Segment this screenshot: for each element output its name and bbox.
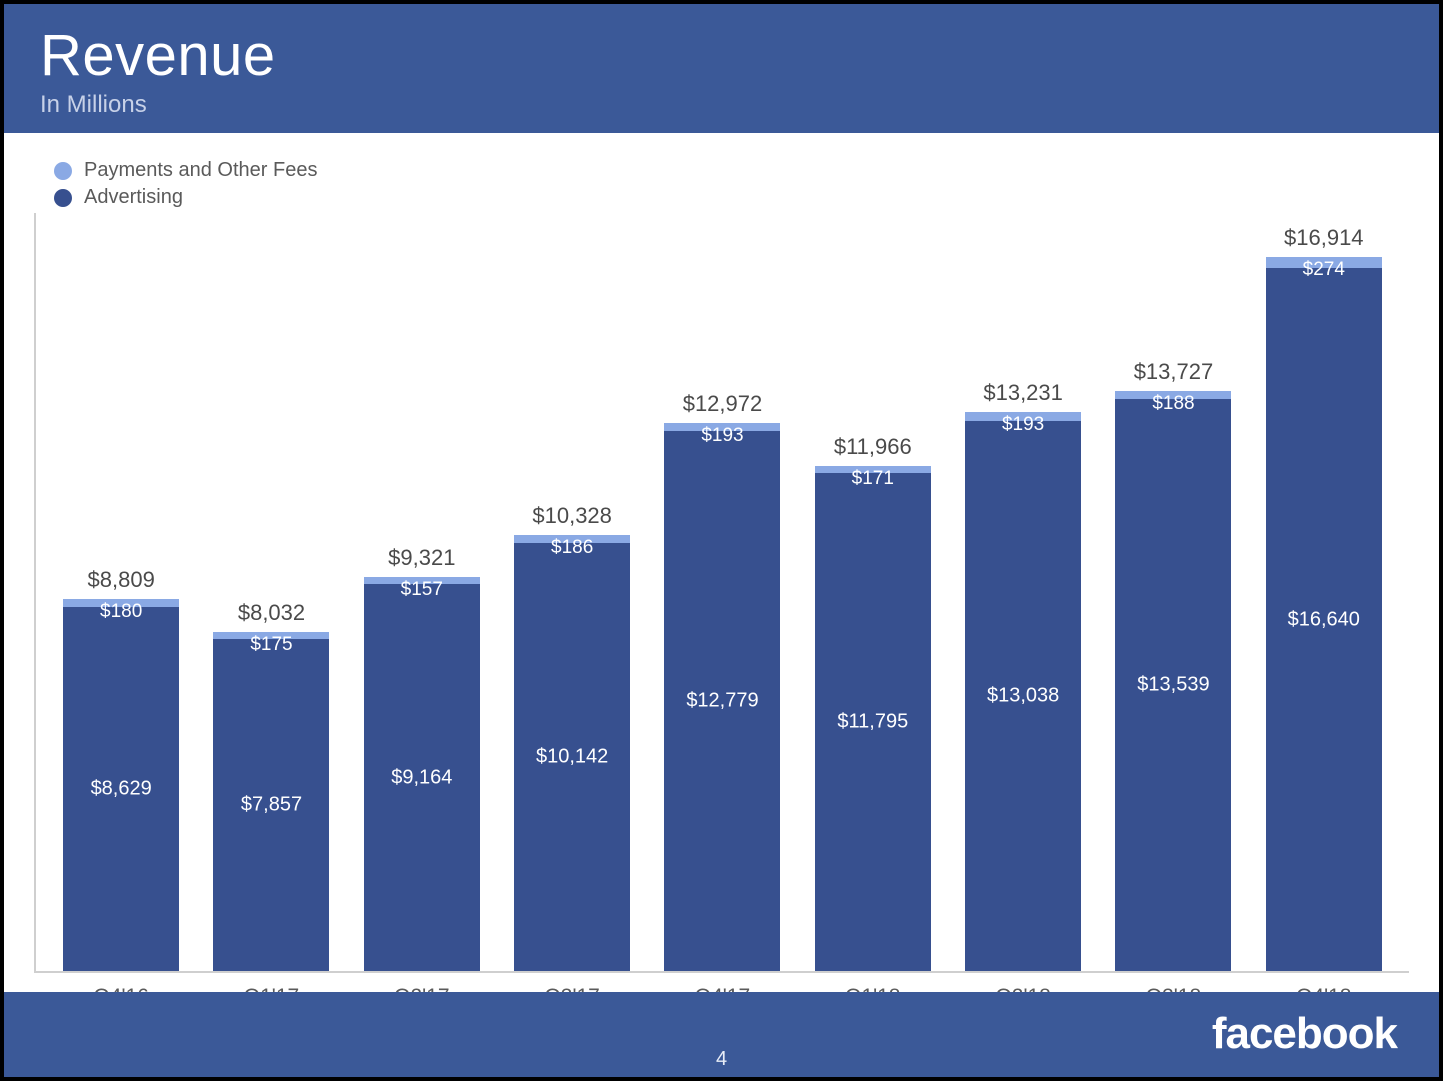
- bar-group: $11,966 $11,795 $171: [805, 434, 940, 971]
- bar-segment-label: $175: [213, 634, 329, 656]
- bar-segment-label: $12,779: [664, 690, 780, 713]
- bar-segment-advertising: $7,857: [213, 639, 329, 971]
- bar-segment-label: $7,857: [213, 794, 329, 817]
- bar-stack: $8,629 $180: [63, 599, 179, 971]
- bar-total-label: $8,032: [238, 600, 305, 626]
- legend-label-advertising: Advertising: [84, 186, 183, 209]
- bar-segment-payments: $180: [63, 599, 179, 607]
- bar-group: $12,972 $12,779 $193: [655, 391, 790, 971]
- bar-segment-label: $13,539: [1115, 674, 1231, 697]
- bar-segment-label: $274: [1266, 259, 1382, 281]
- bar-segment-label: $186: [514, 537, 630, 559]
- bar-segment-label: $193: [965, 414, 1081, 436]
- bar-total-label: $9,321: [388, 545, 455, 571]
- page-number: 4: [716, 1048, 727, 1071]
- slide: Revenue In Millions Payments and Other F…: [0, 0, 1443, 1081]
- bar-stack: $10,142 $186: [514, 535, 630, 971]
- bar-stack: $13,038 $193: [965, 412, 1081, 971]
- chart-legend: Payments and Other Fees Advertising: [54, 159, 1409, 209]
- brand-logo: facebook: [1212, 1009, 1397, 1059]
- bar-group: $9,321 $9,164 $157: [354, 545, 489, 971]
- legend-item-payments: Payments and Other Fees: [54, 159, 1409, 182]
- bar-segment-payments: $193: [965, 412, 1081, 420]
- bar-stack: $11,795 $171: [815, 466, 931, 971]
- chart-plot: $8,809$8,629$180$8,032$7,857$175$9,321$9…: [34, 213, 1409, 973]
- bar-segment-label: $171: [815, 468, 931, 490]
- bar-stack: $12,779 $193: [664, 423, 780, 971]
- bar-segment-label: $13,038: [965, 684, 1081, 707]
- bar-total-label: $13,727: [1134, 359, 1214, 385]
- bar-segment-advertising: $16,640: [1266, 268, 1382, 971]
- bar-group: $10,328 $10,142 $186: [505, 503, 640, 971]
- bar-segment-payments: $186: [514, 535, 630, 543]
- bar-total-label: $8,809: [88, 567, 155, 593]
- legend-label-payments: Payments and Other Fees: [84, 159, 317, 182]
- bar-segment-payments: $274: [1266, 257, 1382, 269]
- bar-total-label: $11,966: [834, 434, 912, 460]
- bar-group: $16,914 $16,640 $274: [1256, 225, 1391, 971]
- bar-segment-label: $10,142: [514, 745, 630, 768]
- bar-segment-payments: $193: [664, 423, 780, 431]
- slide-subtitle: In Millions: [40, 91, 1403, 119]
- legend-swatch-payments: [54, 162, 72, 180]
- bar-segment-payments: $188: [1115, 391, 1231, 399]
- bar-stack: $13,539 $188: [1115, 391, 1231, 971]
- bar-segment-advertising: $9,164: [364, 584, 480, 971]
- bar-group: $8,032 $7,857 $175: [204, 600, 339, 971]
- slide-title: Revenue: [40, 22, 1403, 89]
- legend-swatch-advertising: [54, 189, 72, 207]
- bar-stack: $9,164 $157: [364, 577, 480, 971]
- bar-group: $8,809 $8,629 $180: [54, 567, 189, 971]
- bar-segment-advertising: $12,779: [664, 431, 780, 971]
- bar-segment-advertising: $11,795: [815, 473, 931, 971]
- bar-segment-label: $11,795: [815, 711, 931, 734]
- bar-segment-label: $188: [1115, 393, 1231, 415]
- bar-segment-advertising: $10,142: [514, 543, 630, 971]
- legend-item-advertising: Advertising: [54, 186, 1409, 209]
- bar-group: $13,231 $13,038 $193: [955, 380, 1090, 971]
- bar-group: $13,727 $13,539 $188: [1106, 359, 1241, 971]
- bar-stack: $16,640 $274: [1266, 257, 1382, 971]
- bar-segment-label: $8,629: [63, 777, 179, 800]
- bar-total-label: $12,972: [683, 391, 763, 417]
- bar-total-label: $13,231: [983, 380, 1063, 406]
- bar-segment-advertising: $8,629: [63, 607, 179, 971]
- bar-segment-payments: $171: [815, 466, 931, 473]
- bar-segment-advertising: $13,038: [965, 421, 1081, 971]
- bar-stack: $7,857 $175: [213, 632, 329, 971]
- bar-segment-label: $16,640: [1266, 608, 1382, 631]
- bar-segment-label: $157: [364, 579, 480, 601]
- bar-segment-advertising: $13,539: [1115, 399, 1231, 971]
- bar-total-label: $10,328: [532, 503, 612, 529]
- bar-segment-label: $180: [63, 601, 179, 623]
- bar-segment-payments: $157: [364, 577, 480, 584]
- bar-total-label: $16,914: [1284, 225, 1364, 251]
- bar-segment-label: $193: [664, 425, 780, 447]
- bar-segment-payments: $175: [213, 632, 329, 639]
- bar-segment-label: $9,164: [364, 766, 480, 789]
- chart-area: Payments and Other Fees Advertising $8,8…: [4, 133, 1439, 992]
- slide-header: Revenue In Millions: [4, 4, 1439, 133]
- slide-footer: 4 facebook: [4, 992, 1439, 1077]
